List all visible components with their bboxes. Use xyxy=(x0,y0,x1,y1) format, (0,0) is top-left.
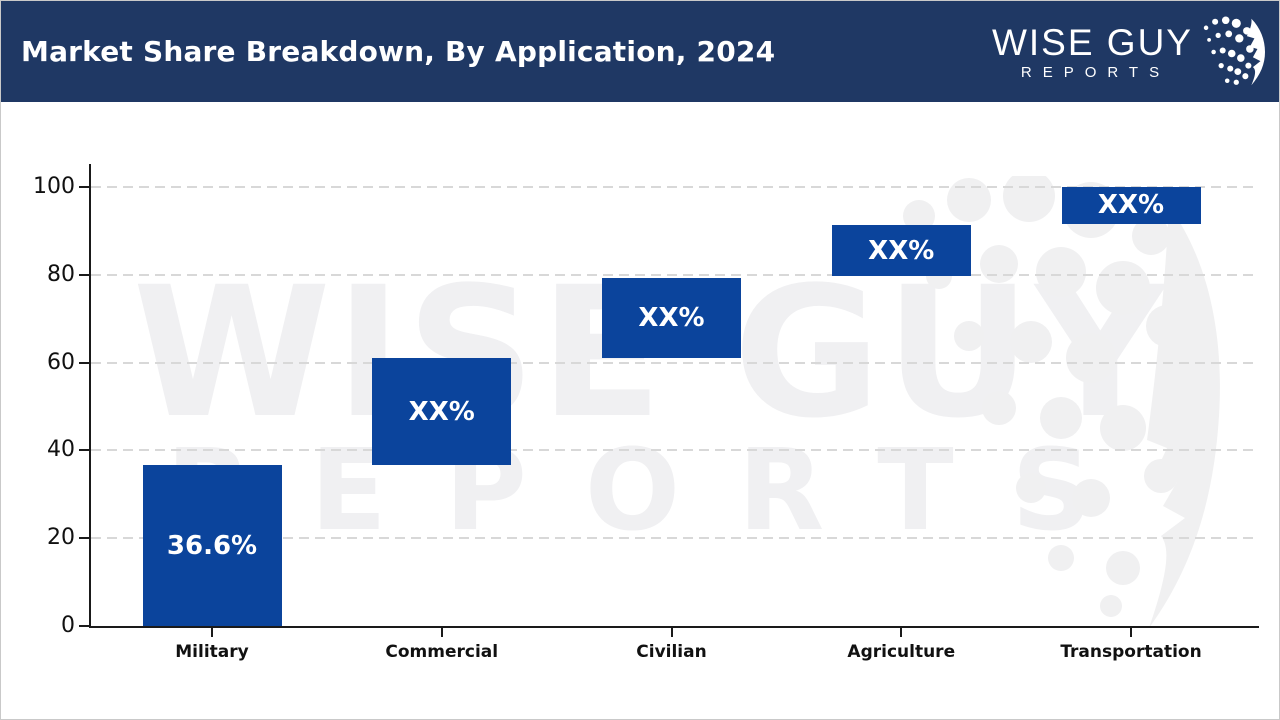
gridline-y-80 xyxy=(91,273,1259,276)
y-tick-mark xyxy=(79,273,89,276)
bar-value-label: XX% xyxy=(1097,190,1165,221)
y-tick-mark xyxy=(79,361,89,364)
x-tick-mark xyxy=(440,628,443,637)
y-tick-label: 100 xyxy=(33,174,75,199)
bar-value-label: 36.6% xyxy=(166,530,258,561)
header-bar: Market Share Breakdown, By Application, … xyxy=(1,1,1279,102)
x-tick-mark xyxy=(211,628,213,637)
y-tick-mark xyxy=(79,449,89,452)
y-tick-label: 60 xyxy=(47,349,75,375)
bar-commercial: XX% xyxy=(372,358,512,466)
x-axis-line xyxy=(89,626,1259,628)
gridline-y-20 xyxy=(91,537,1259,540)
y-tick-mark xyxy=(79,537,89,540)
watermark-reports: REPORTS xyxy=(166,426,1151,556)
y-tick-mark xyxy=(79,625,89,627)
x-category-label: Agriculture xyxy=(847,642,956,662)
x-category-label: Transportation xyxy=(1060,642,1202,662)
brand-logo: WISE GUY REPORTS xyxy=(992,13,1265,91)
bar-transportation: XX% xyxy=(1061,187,1201,224)
x-tick-mark xyxy=(1130,628,1132,637)
y-tick-label: 40 xyxy=(47,437,75,463)
gridline-y-40 xyxy=(91,449,1259,452)
bar-civilian: XX% xyxy=(602,277,741,359)
y-tick-label: 20 xyxy=(47,525,75,551)
bar-value-label: XX% xyxy=(408,396,475,427)
page-title: Market Share Breakdown, By Application, … xyxy=(21,35,776,68)
y-tick-label: 0 xyxy=(61,613,75,638)
y-axis-line xyxy=(89,164,91,628)
logo-wise-guy-text: WISE GUY xyxy=(991,21,1193,63)
bar-agriculture: XX% xyxy=(831,225,971,277)
x-tick-mark xyxy=(670,628,673,637)
gridline-y-60 xyxy=(91,361,1259,364)
bar-military: 36.6% xyxy=(142,465,282,626)
logo-face-icon xyxy=(1203,15,1265,85)
logo-reports-text: REPORTS xyxy=(1020,63,1171,81)
x-tick-mark xyxy=(900,628,903,637)
bar-value-label: XX% xyxy=(638,303,705,334)
x-category-label: Commercial xyxy=(385,642,499,662)
y-tick-mark xyxy=(79,186,89,188)
x-category-label: Military xyxy=(175,642,249,662)
y-tick-label: 80 xyxy=(47,261,75,287)
gridline-y-100 xyxy=(91,186,1259,188)
bar-value-label: XX% xyxy=(868,235,935,266)
x-category-label: Civilian xyxy=(636,642,707,662)
